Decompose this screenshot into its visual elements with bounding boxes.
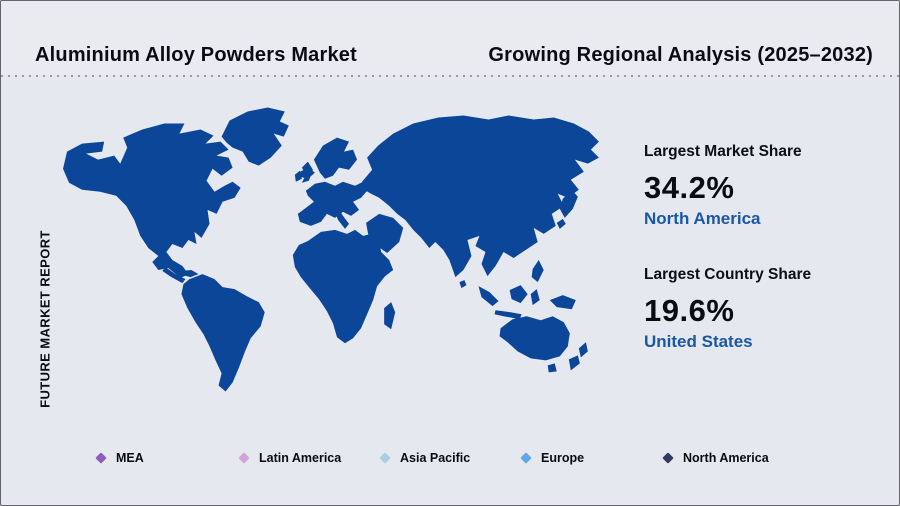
world-map: [63, 107, 599, 392]
stat-value: 34.2%: [644, 170, 735, 206]
stat-largest-market-share: Largest Market Share 34.2% North America: [644, 143, 894, 229]
diamond-marker-icon: [662, 452, 674, 464]
legend-item-europe: Europe: [520, 450, 585, 466]
map-africa: [292, 229, 394, 344]
map-ireland: [294, 170, 302, 182]
diamond-marker-icon: [238, 452, 250, 464]
diamond-marker-icon: [520, 452, 532, 464]
map-sulawesi: [530, 289, 540, 306]
legend-item-latin-america: Latin America: [238, 450, 342, 466]
map-philippines: [531, 260, 544, 283]
stat-region: United States: [644, 332, 753, 352]
map-new-zealand-north: [578, 342, 588, 358]
map-central-america: [162, 267, 186, 284]
page-subtitle: Growing Regional Analysis (2025–2032): [488, 44, 873, 66]
legend-label: Latin America: [259, 451, 342, 465]
map-australia: [499, 316, 570, 361]
map-asia: [362, 115, 599, 278]
map-greenland: [221, 107, 289, 166]
map-tasmania: [547, 363, 557, 373]
map-north-america: [63, 123, 241, 279]
legend-label: North America: [683, 451, 769, 465]
map-scandinavia: [313, 137, 358, 179]
legend-item-asia-pacific: Asia Pacific: [379, 450, 471, 466]
stat-largest-country-share: Largest Country Share 19.6% United State…: [644, 266, 894, 352]
legend-item-mea: MEA: [95, 450, 144, 466]
map-madagascar: [384, 302, 396, 330]
map-japan-south: [556, 218, 566, 229]
stat-region: North America: [644, 209, 761, 229]
page-title: Aluminium Alloy Powders Market: [35, 44, 357, 66]
legend-label: Asia Pacific: [400, 451, 471, 465]
map-borneo: [509, 285, 528, 304]
legend-item-north-america: North America: [662, 450, 769, 466]
diamond-marker-icon: [379, 452, 391, 464]
map-sri-lanka: [459, 280, 467, 289]
map-cuba: [179, 270, 199, 278]
stat-label: Largest Country Share: [644, 266, 812, 283]
map-sumatra: [478, 286, 499, 307]
map-java: [494, 310, 522, 320]
stat-label: Largest Market Share: [644, 143, 802, 160]
map-new-zealand-south: [568, 355, 580, 371]
dotted-separator: [1, 75, 899, 78]
map-new-guinea: [549, 295, 576, 310]
legend-label: Europe: [541, 451, 585, 465]
stat-value: 19.6%: [644, 293, 735, 329]
brand-watermark: FUTURE MARKET REPORT: [37, 230, 53, 408]
map-south-america: [181, 274, 265, 392]
map-europe: [297, 181, 369, 226]
map-japan: [559, 189, 578, 218]
map-italy: [334, 207, 350, 229]
header: Aluminium Alloy Powders Market Growing R…: [1, 1, 899, 75]
legend-label: MEA: [116, 451, 144, 465]
world-landmass: [63, 107, 599, 392]
diamond-marker-icon: [95, 452, 107, 464]
map-great-britain: [301, 161, 313, 183]
